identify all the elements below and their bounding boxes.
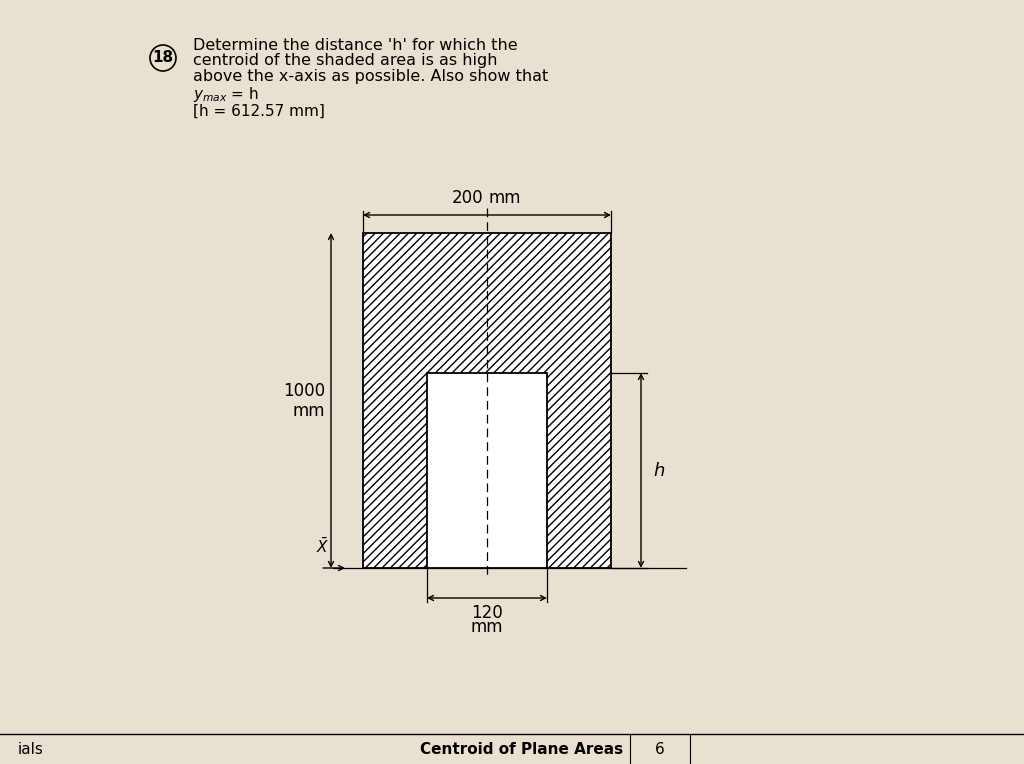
Text: mm: mm [488,189,520,207]
Bar [362,233,611,568]
Text: 200: 200 [452,189,483,207]
Text: $\bar{X}$: $\bar{X}$ [316,537,330,556]
Text: above the x-axis as possible. Also show that: above the x-axis as possible. Also show … [193,69,548,83]
Text: mm: mm [293,402,325,419]
Text: Centroid of Plane Areas: Centroid of Plane Areas [420,742,624,756]
Text: 18: 18 [153,50,173,66]
Bar [427,373,547,568]
Text: 120: 120 [471,604,503,622]
Text: mm: mm [471,618,503,636]
Text: h: h [653,461,665,480]
Text: centroid of the shaded area is as high: centroid of the shaded area is as high [193,53,498,69]
Text: [h = 612.57 mm]: [h = 612.57 mm] [193,103,325,118]
Text: 6: 6 [655,742,665,756]
Text: ials: ials [18,742,44,756]
Text: $y_{max}$ = h: $y_{max}$ = h [193,86,259,105]
Text: Determine the distance 'h' for which the: Determine the distance 'h' for which the [193,38,517,53]
Text: 1000: 1000 [283,381,325,400]
